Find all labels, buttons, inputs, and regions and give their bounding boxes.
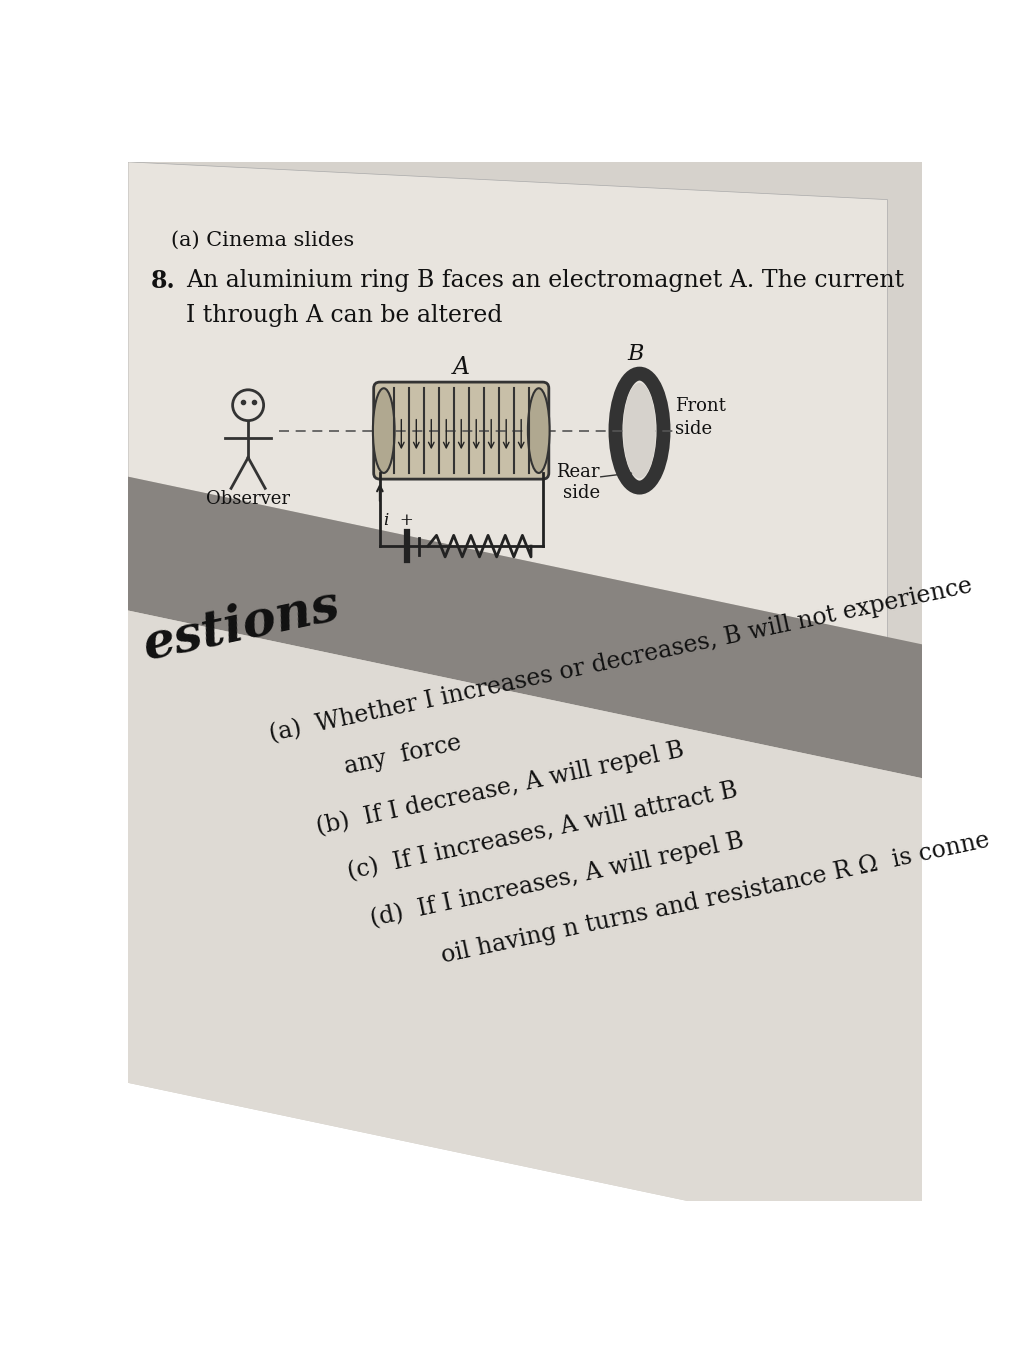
Text: 8.: 8. bbox=[152, 268, 176, 293]
Text: Observer: Observer bbox=[206, 490, 290, 507]
Text: I through A can be altered: I through A can be altered bbox=[186, 304, 503, 326]
Text: estions: estions bbox=[138, 580, 344, 670]
Text: (a) Cinema slides: (a) Cinema slides bbox=[171, 231, 354, 250]
FancyBboxPatch shape bbox=[374, 382, 549, 479]
Polygon shape bbox=[0, 476, 1024, 1256]
Text: (d)  If I increases, A will repel B: (d) If I increases, A will repel B bbox=[369, 828, 746, 931]
Polygon shape bbox=[0, 603, 1024, 1256]
Text: side: side bbox=[675, 421, 713, 438]
Text: (b)  If I decrease, A will repel B: (b) If I decrease, A will repel B bbox=[314, 738, 686, 839]
Text: An aluminium ring B faces an electromagnet A. The current: An aluminium ring B faces an electromagn… bbox=[186, 268, 904, 291]
Polygon shape bbox=[128, 162, 888, 823]
Text: oil having n turns and resistance R Ω  is conne: oil having n turns and resistance R Ω is… bbox=[395, 828, 992, 977]
Text: Rear: Rear bbox=[556, 463, 599, 480]
Text: A: A bbox=[453, 356, 470, 379]
Polygon shape bbox=[128, 162, 922, 831]
Text: Front: Front bbox=[675, 398, 726, 415]
Text: any  force: any force bbox=[299, 731, 464, 788]
Text: (c)  If I increases, A will attract B: (c) If I increases, A will attract B bbox=[345, 778, 739, 885]
Ellipse shape bbox=[528, 389, 550, 473]
Polygon shape bbox=[95, 476, 1024, 804]
Text: side: side bbox=[563, 484, 600, 502]
Text: (a)  Whether I increases or decreases, B will not experience: (a) Whether I increases or decreases, B … bbox=[267, 573, 975, 746]
Text: B: B bbox=[628, 343, 644, 364]
Text: i  +: i + bbox=[384, 511, 414, 529]
Ellipse shape bbox=[373, 389, 394, 473]
Ellipse shape bbox=[624, 383, 655, 479]
